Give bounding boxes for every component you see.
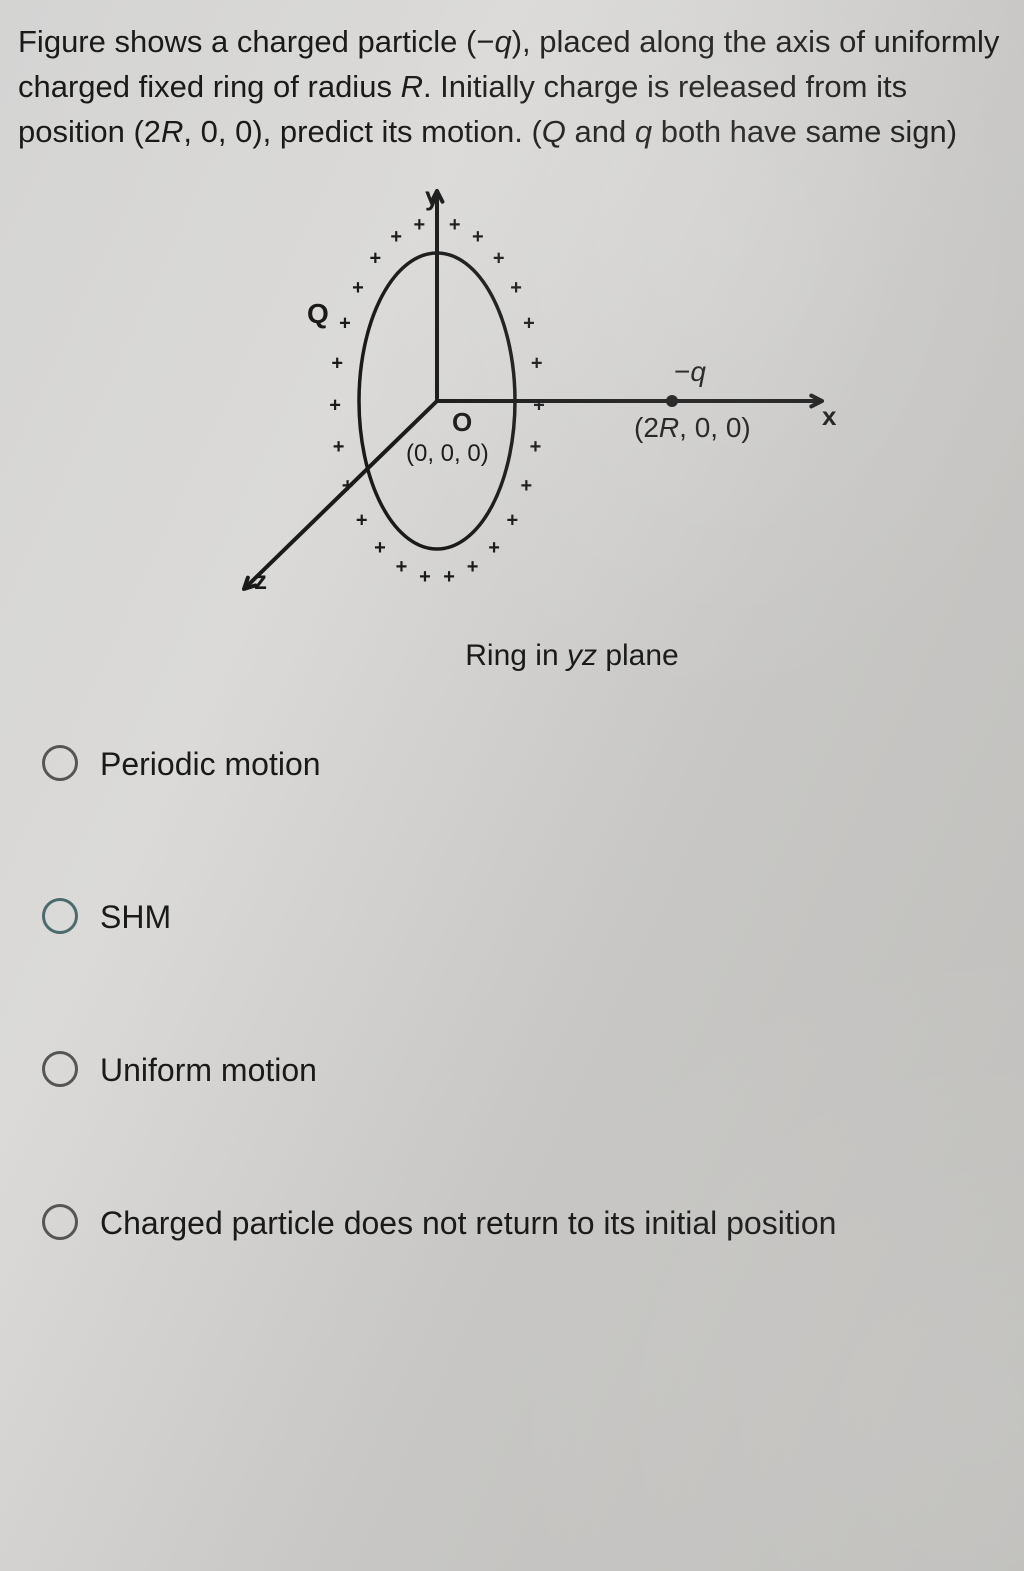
cap-a: Ring in <box>465 639 567 672</box>
question-text: Figure shows a charged particle (−q), pl… <box>18 20 1006 155</box>
figure-caption: Ring in yz plane <box>465 639 678 673</box>
svg-text:z: z <box>254 565 267 595</box>
svg-text:+: + <box>510 277 522 299</box>
svg-text:(2R, 0, 0): (2R, 0, 0) <box>634 412 751 443</box>
q-t9: and <box>566 114 635 149</box>
option-label: Uniform motion <box>100 1049 317 1092</box>
svg-text:+: + <box>531 352 543 374</box>
svg-text:+: + <box>413 214 425 236</box>
options-list: Periodic motion SHM Uniform motion Charged … <box>18 743 1006 1246</box>
svg-text:+: + <box>523 312 535 334</box>
option-1[interactable]: SHM <box>42 896 1006 939</box>
svg-text:+: + <box>472 226 484 248</box>
svg-text:+: + <box>443 566 455 588</box>
svg-text:+: + <box>521 475 533 497</box>
ring-diagram: ++++++++++++++++++++++++++yxzO(0, 0, 0)Q… <box>172 171 852 631</box>
svg-text:+: + <box>352 277 364 299</box>
svg-text:+: + <box>533 394 545 416</box>
radio-icon[interactable] <box>42 1051 78 1087</box>
q-t7: , 0, 0), predict its motion. ( <box>183 114 541 149</box>
figure-container: ++++++++++++++++++++++++++yxzO(0, 0, 0)Q… <box>18 171 1006 673</box>
svg-text:+: + <box>329 394 341 416</box>
q-t8: Q <box>542 114 566 149</box>
option-label: Periodic motion <box>100 743 321 786</box>
svg-text:(0, 0, 0): (0, 0, 0) <box>406 440 489 467</box>
svg-text:+: + <box>390 226 402 248</box>
radio-icon[interactable] <box>42 1204 78 1240</box>
q-t11: both have same sign) <box>652 114 957 149</box>
radio-icon[interactable] <box>42 745 78 781</box>
q-t1: Figure shows a charged particle (− <box>18 24 494 59</box>
svg-text:+: + <box>488 537 500 559</box>
option-label: SHM <box>100 896 171 939</box>
q-t10: q <box>635 114 652 149</box>
q-t4: R <box>401 69 423 104</box>
q-t6: R <box>161 114 183 149</box>
option-3[interactable]: Charged particle does not return to its … <box>42 1202 1006 1245</box>
option-2[interactable]: Uniform motion <box>42 1049 1006 1092</box>
svg-text:+: + <box>331 352 343 374</box>
svg-text:+: + <box>396 556 408 578</box>
svg-text:y: y <box>425 181 440 211</box>
q-t2: q <box>494 24 511 59</box>
svg-text:+: + <box>419 566 431 588</box>
cap-c: plane <box>597 639 679 672</box>
svg-text:+: + <box>493 247 505 269</box>
svg-text:−q: −q <box>674 356 706 387</box>
diagram-svg: ++++++++++++++++++++++++++yxzO(0, 0, 0)Q… <box>172 171 852 631</box>
option-0[interactable]: Periodic motion <box>42 743 1006 786</box>
svg-text:+: + <box>356 509 368 531</box>
svg-text:+: + <box>467 556 479 578</box>
svg-text:+: + <box>369 247 381 269</box>
svg-text:+: + <box>449 214 461 236</box>
svg-text:+: + <box>530 436 542 458</box>
cap-b: yz <box>567 639 597 672</box>
svg-text:O: O <box>452 407 472 437</box>
svg-text:+: + <box>339 312 351 334</box>
option-label: Charged particle does not return to its … <box>100 1202 836 1245</box>
svg-text:+: + <box>374 537 386 559</box>
svg-text:Q: Q <box>307 298 329 329</box>
svg-text:x: x <box>822 401 837 431</box>
radio-icon[interactable] <box>42 898 78 934</box>
svg-text:+: + <box>506 509 518 531</box>
svg-text:+: + <box>333 436 345 458</box>
